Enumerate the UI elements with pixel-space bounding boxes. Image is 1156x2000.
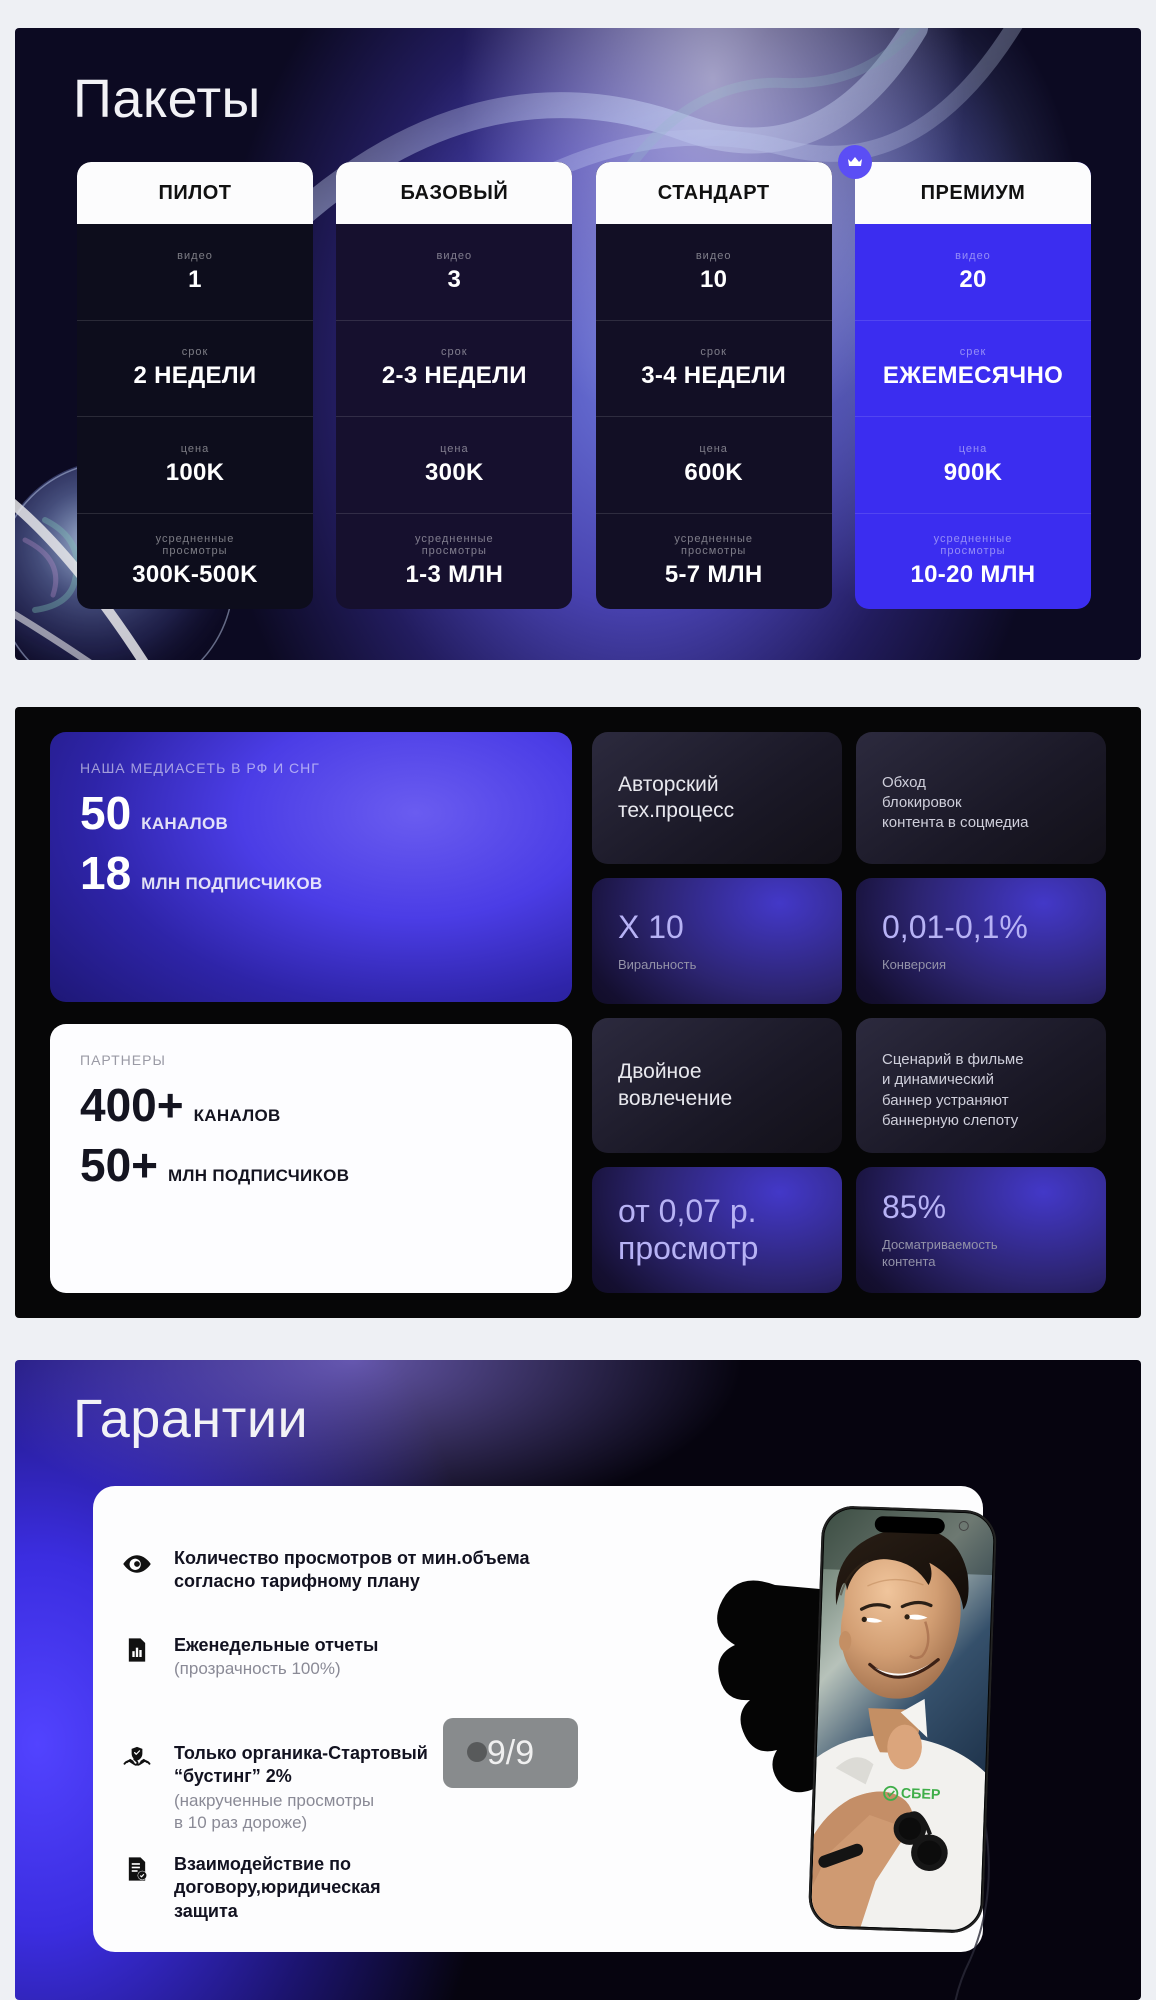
svg-text:СБЕР: СБЕР bbox=[901, 1786, 941, 1803]
